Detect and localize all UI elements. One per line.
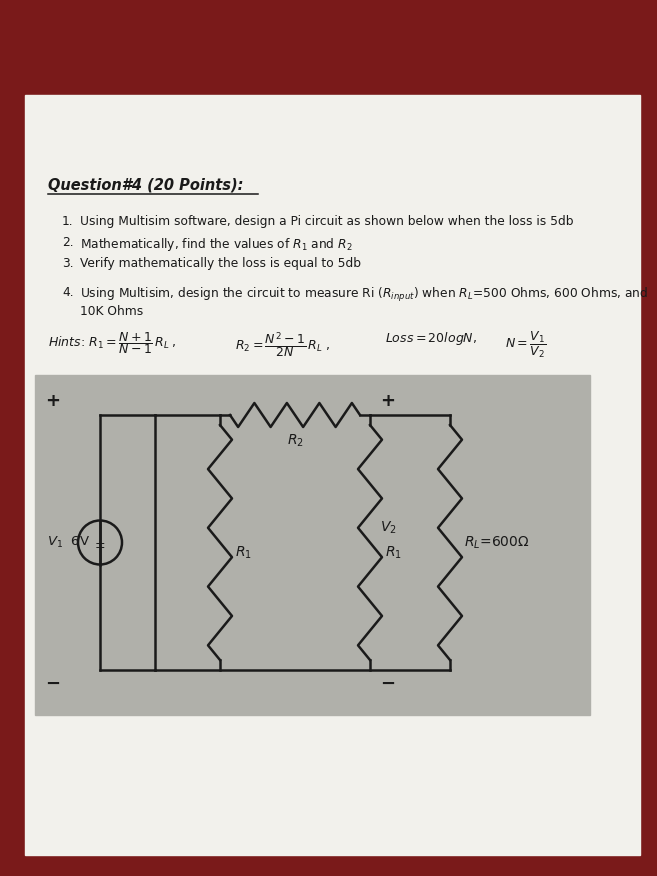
Text: $R_1$: $R_1$: [235, 544, 252, 561]
Text: $R_2$: $R_2$: [286, 433, 304, 449]
Text: 10K Ohms: 10K Ohms: [80, 305, 143, 318]
Text: $V_2$: $V_2$: [380, 519, 397, 536]
Text: Question#4 (20 Points):: Question#4 (20 Points):: [48, 178, 244, 193]
Text: $N = \dfrac{V_1}{V_2}$: $N = \dfrac{V_1}{V_2}$: [505, 330, 546, 360]
Text: Verify mathematically the loss is equal to 5db: Verify mathematically the loss is equal …: [80, 257, 361, 270]
Text: Mathematically, find the values of $R_1$ and $R_2$: Mathematically, find the values of $R_1$…: [80, 236, 353, 253]
Text: 1.: 1.: [62, 215, 74, 228]
Text: $R_1$: $R_1$: [385, 544, 402, 561]
Text: 2.: 2.: [62, 236, 74, 249]
Text: ±: ±: [95, 538, 105, 551]
Text: Using Multisim software, design a Pi circuit as shown below when the loss is 5db: Using Multisim software, design a Pi cir…: [80, 215, 574, 228]
Text: 4.: 4.: [62, 286, 74, 299]
Text: −: −: [45, 675, 60, 693]
Text: $\mathit{Hints}$: $R_1 = \dfrac{N+1}{N-1}\,R_L\;,$: $\mathit{Hints}$: $R_1 = \dfrac{N+1}{N-1…: [48, 330, 177, 356]
Text: +: +: [45, 392, 60, 410]
Text: +: +: [380, 392, 395, 410]
Text: −: −: [380, 675, 395, 693]
Bar: [25, 95, 640, 855]
Text: $Loss = 20logN,$: $Loss = 20logN,$: [385, 330, 477, 347]
Text: Using Multisim, design the circuit to measure Ri ($R_{input}$) when $R_L$=500 Oh: Using Multisim, design the circuit to me…: [80, 286, 648, 304]
Text: $R_2 = \dfrac{N^2-1}{2N}\,R_L\;,$: $R_2 = \dfrac{N^2-1}{2N}\,R_L\;,$: [235, 330, 330, 359]
Text: $R_L$=600Ω: $R_L$=600Ω: [464, 534, 530, 551]
Text: $V_1$  6V: $V_1$ 6V: [47, 535, 90, 550]
Bar: [35, 375, 590, 715]
Text: 3.: 3.: [62, 257, 74, 270]
